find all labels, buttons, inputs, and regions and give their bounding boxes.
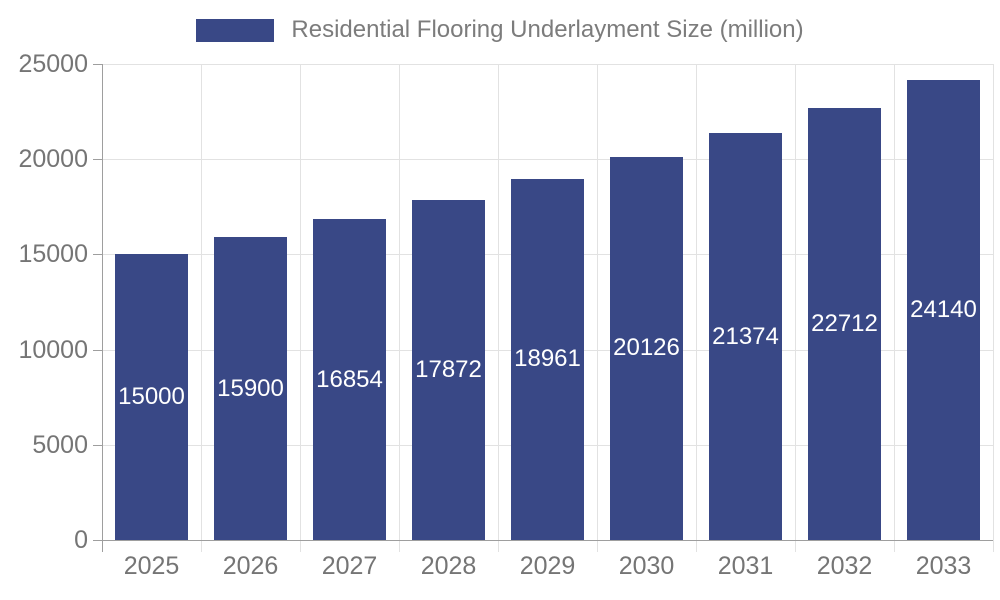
x-axis-label: 2033 (915, 552, 972, 580)
gridline-vertical (399, 64, 400, 552)
bar: 18961 (511, 178, 584, 540)
bar-value-label: 18961 (514, 345, 581, 373)
y-axis-tick (93, 254, 102, 256)
y-axis-tick (93, 159, 102, 161)
x-axis-label: 2027 (321, 552, 378, 580)
y-axis-label: 25000 (18, 50, 88, 78)
gridline-vertical (894, 64, 895, 552)
x-axis-label: 2026 (222, 552, 279, 580)
bar-value-label: 17872 (415, 355, 482, 383)
y-axis-tick (93, 64, 102, 65)
gridline-horizontal (102, 159, 993, 161)
x-axis-label: 2029 (519, 552, 576, 580)
plot-area: 0 5000 10000 15000 20000 25000 15000 15900 16854… (18, 50, 994, 580)
x-axis-line (94, 540, 993, 541)
bar-value-label: 15000 (118, 383, 185, 411)
gridline-vertical (993, 64, 994, 552)
y-axis-label: 15000 (18, 240, 88, 269)
x-axis-label: 2032 (816, 552, 873, 580)
gridline-horizontal (102, 64, 993, 65)
gridline-vertical (597, 64, 598, 552)
gridline-vertical (795, 64, 796, 552)
bar: 15900 (214, 237, 287, 540)
y-axis-line (102, 64, 103, 552)
bar: 15000 (115, 254, 188, 540)
bar: 20126 (610, 156, 683, 540)
x-axis-label: 2028 (420, 552, 477, 580)
bar: 24140 (907, 80, 980, 540)
bar-value-label: 16854 (316, 365, 383, 393)
bar: 22712 (808, 107, 881, 540)
bar: 21374 (709, 133, 782, 540)
gridline-vertical (300, 64, 301, 552)
chart-legend: Residential Flooring Underlayment Size (… (0, 17, 1000, 43)
legend-swatch (196, 18, 275, 42)
legend-label: Residential Flooring Underlayment Size (… (291, 16, 804, 43)
y-axis-label: 0 (74, 526, 88, 554)
x-axis-label: 2030 (618, 552, 675, 580)
y-axis-label: 10000 (18, 335, 88, 364)
y-axis-tick (93, 349, 102, 351)
bar-value-label: 24140 (910, 296, 977, 324)
gridline-vertical (201, 64, 202, 552)
y-axis-label: 20000 (18, 145, 88, 174)
x-axis-label: 2025 (123, 552, 180, 580)
x-axis-label: 2031 (717, 552, 774, 580)
gridline-vertical (696, 64, 697, 552)
bar-value-label: 21374 (712, 322, 779, 350)
bar: 16854 (313, 219, 386, 540)
gridline-vertical (498, 64, 499, 552)
y-axis-label: 5000 (32, 430, 88, 459)
bar-value-label: 20126 (613, 334, 680, 362)
y-axis-tick (93, 444, 102, 446)
bar-value-label: 22712 (811, 309, 878, 337)
bar-value-label: 15900 (217, 374, 284, 402)
bar: 17872 (412, 199, 485, 540)
